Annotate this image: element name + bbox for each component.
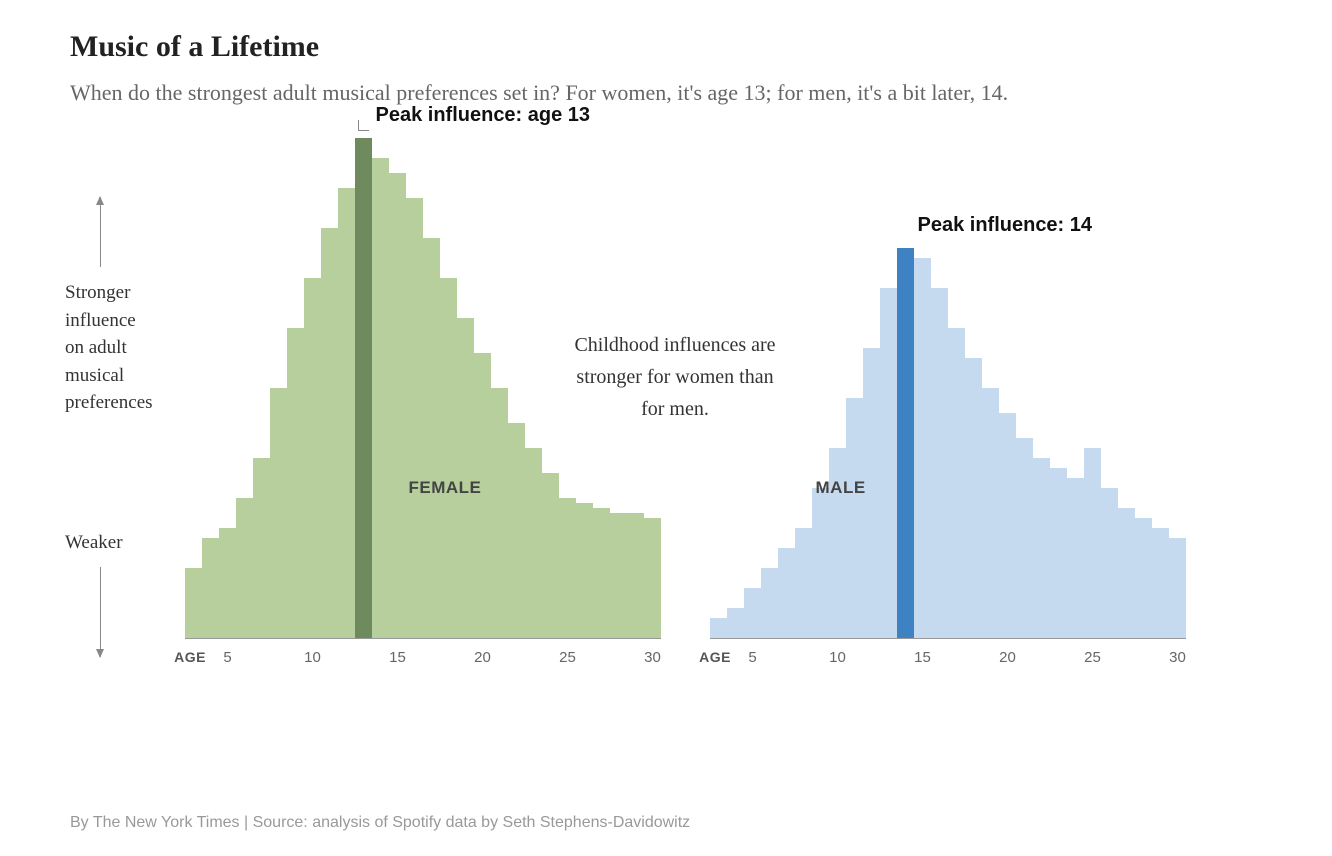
female-bar bbox=[423, 238, 440, 638]
female-bar bbox=[406, 198, 423, 638]
female-bar bbox=[576, 503, 593, 638]
female-bar bbox=[627, 513, 644, 638]
x-tick: 5 bbox=[223, 649, 231, 666]
male-bar bbox=[897, 248, 914, 638]
male-bar bbox=[1118, 508, 1135, 638]
x-axis-title: AGE bbox=[699, 649, 731, 665]
female-bar bbox=[372, 158, 389, 638]
male-series-label: MALE bbox=[816, 478, 866, 498]
male-bar bbox=[710, 618, 727, 638]
female-bar bbox=[644, 518, 661, 638]
female-bar bbox=[491, 388, 508, 638]
y-label-weaker: Weaker bbox=[65, 529, 123, 557]
male-bar bbox=[744, 588, 761, 638]
female-bar bbox=[508, 423, 525, 638]
credit-line: By The New York Times | Source: analysis… bbox=[70, 814, 690, 832]
female-bar bbox=[236, 498, 253, 638]
x-tick: 15 bbox=[389, 649, 406, 666]
x-tick: 25 bbox=[1084, 649, 1101, 666]
male-bar bbox=[1169, 538, 1186, 638]
female-bar bbox=[202, 538, 219, 638]
female-bar bbox=[440, 278, 457, 638]
female-bar bbox=[542, 473, 559, 638]
x-tick: 25 bbox=[559, 649, 576, 666]
x-tick: 10 bbox=[829, 649, 846, 666]
female-peak-label: Peak influence: age 13 bbox=[376, 104, 591, 127]
female-chart: Peak influence: age 13 FEMALE AGE5101520… bbox=[185, 138, 661, 669]
male-bar bbox=[795, 528, 812, 638]
female-bar bbox=[253, 458, 270, 638]
x-tick: 5 bbox=[748, 649, 756, 666]
y-arrow-up bbox=[100, 197, 101, 267]
male-bar bbox=[965, 358, 982, 638]
male-xaxis: AGE51015202530 bbox=[710, 639, 1186, 669]
male-bar bbox=[727, 608, 744, 638]
y-arrow-down bbox=[100, 567, 101, 657]
male-bar bbox=[948, 328, 965, 638]
x-tick: 20 bbox=[474, 649, 491, 666]
male-bar bbox=[1152, 528, 1169, 638]
male-bar bbox=[829, 448, 846, 638]
female-bar bbox=[219, 528, 236, 638]
male-bar bbox=[1016, 438, 1033, 638]
x-axis-title: AGE bbox=[174, 649, 206, 665]
female-bar bbox=[525, 448, 542, 638]
male-bar bbox=[1033, 458, 1050, 638]
male-bar bbox=[931, 288, 948, 638]
female-series-label: FEMALE bbox=[409, 478, 482, 498]
x-tick: 10 bbox=[304, 649, 321, 666]
female-xaxis: AGE51015202530 bbox=[185, 639, 661, 669]
male-bar bbox=[914, 258, 931, 638]
female-bar bbox=[338, 188, 355, 638]
male-bar bbox=[1135, 518, 1152, 638]
male-bar bbox=[982, 388, 999, 638]
male-bar bbox=[1084, 448, 1101, 638]
charts-row: Stronger influence on adult musical pref… bbox=[70, 149, 1262, 709]
male-chart: Peak influence: 14 MALE AGE51015202530 bbox=[710, 138, 1186, 669]
male-bar bbox=[1101, 488, 1118, 638]
x-tick: 15 bbox=[914, 649, 931, 666]
male-bar bbox=[880, 288, 897, 638]
female-bar bbox=[389, 173, 406, 638]
female-bar bbox=[559, 498, 576, 638]
x-tick: 30 bbox=[644, 649, 661, 666]
female-bar bbox=[304, 278, 321, 638]
female-bar bbox=[593, 508, 610, 638]
male-bar bbox=[999, 413, 1016, 638]
x-tick: 20 bbox=[999, 649, 1016, 666]
male-bar bbox=[812, 488, 829, 638]
female-bar bbox=[610, 513, 627, 638]
x-tick: 30 bbox=[1169, 649, 1186, 666]
figure: Music of a Lifetime When do the stronges… bbox=[0, 0, 1332, 856]
female-bar bbox=[270, 388, 287, 638]
female-bar bbox=[355, 138, 372, 638]
male-bar bbox=[1050, 468, 1067, 638]
male-bars bbox=[710, 138, 1186, 639]
chart-title: Music of a Lifetime bbox=[70, 30, 1262, 64]
female-bar bbox=[185, 568, 202, 638]
female-bar bbox=[287, 328, 304, 638]
male-bar bbox=[778, 548, 795, 638]
male-bar bbox=[1067, 478, 1084, 638]
male-bar bbox=[846, 398, 863, 638]
female-bar bbox=[321, 228, 338, 638]
male-bar bbox=[761, 568, 778, 638]
female-peak-tick bbox=[358, 120, 369, 131]
female-bars bbox=[185, 138, 661, 639]
y-label-stronger: Stronger influence on adult musical pref… bbox=[65, 279, 153, 417]
